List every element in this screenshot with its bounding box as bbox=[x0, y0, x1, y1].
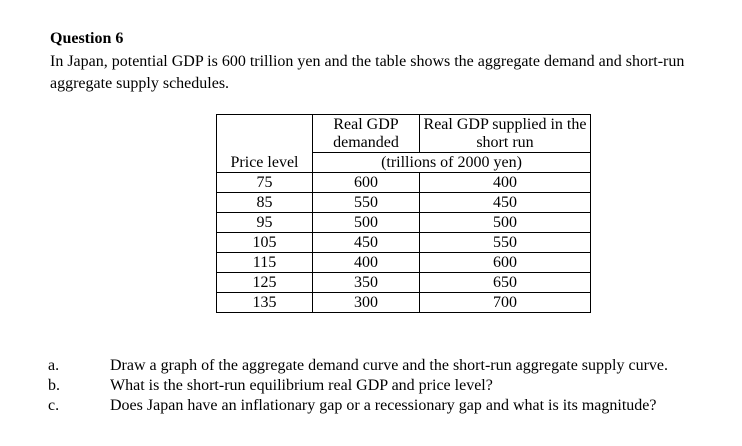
question-text: Does Japan have an inflationary gap or a… bbox=[110, 397, 657, 414]
sub-questions-list: a. Draw a graph of the aggregate demand … bbox=[48, 356, 668, 416]
price-cell: 115 bbox=[216, 252, 313, 273]
supply-cell: 500 bbox=[419, 212, 591, 233]
question-letter: b. bbox=[48, 377, 60, 394]
table-row: 125 350 650 bbox=[216, 272, 591, 293]
ad-as-schedule-table: Price level Real GDP demanded Real GDP s… bbox=[216, 114, 591, 313]
question-text: Draw a graph of the aggregate demand cur… bbox=[110, 357, 668, 374]
table-row: 75 600 400 bbox=[216, 172, 591, 193]
demand-cell: 350 bbox=[312, 272, 420, 293]
question-heading: Question 6 bbox=[50, 30, 124, 47]
supply-cell: 650 bbox=[419, 272, 591, 293]
question-letter: a. bbox=[48, 357, 60, 374]
table-row: 85 550 450 bbox=[216, 192, 591, 213]
question-item-c: c. Does Japan have an inflationary gap o… bbox=[48, 396, 668, 416]
supply-header: Real GDP supplied in the short run bbox=[419, 114, 591, 153]
unit-header: (trillions of 2000 yen) bbox=[312, 152, 591, 173]
supply-cell: 400 bbox=[419, 172, 591, 193]
price-cell: 125 bbox=[216, 272, 313, 293]
supply-cell: 600 bbox=[419, 252, 591, 273]
demand-header: Real GDP demanded bbox=[312, 114, 420, 153]
price-cell: 105 bbox=[216, 232, 313, 253]
question-text: What is the short-run equilibrium real G… bbox=[110, 377, 493, 394]
demand-cell: 550 bbox=[312, 192, 420, 213]
table-row: 115 400 600 bbox=[216, 252, 591, 273]
price-level-header: Price level bbox=[216, 114, 313, 173]
intro-paragraph: In Japan, potential GDP is 600 trillion … bbox=[50, 51, 720, 95]
intro-line-1: In Japan, potential GDP is 600 trillion … bbox=[50, 53, 685, 70]
demand-cell: 450 bbox=[312, 232, 420, 253]
price-cell: 95 bbox=[216, 212, 313, 233]
question-letter: c. bbox=[48, 397, 60, 414]
question-item-b: b. What is the short-run equilibrium rea… bbox=[48, 376, 668, 396]
table-row: 105 450 550 bbox=[216, 232, 591, 253]
demand-cell: 300 bbox=[312, 292, 420, 313]
price-cell: 135 bbox=[216, 292, 313, 313]
supply-cell: 450 bbox=[419, 192, 591, 213]
supply-cell: 700 bbox=[419, 292, 591, 313]
demand-cell: 500 bbox=[312, 212, 420, 233]
demand-cell: 600 bbox=[312, 172, 420, 193]
table-row: 95 500 500 bbox=[216, 212, 591, 233]
price-cell: 85 bbox=[216, 192, 313, 213]
demand-cell: 400 bbox=[312, 252, 420, 273]
supply-cell: 550 bbox=[419, 232, 591, 253]
table-row: 135 300 700 bbox=[216, 292, 591, 313]
price-cell: 75 bbox=[216, 172, 313, 193]
intro-line-2: aggregate supply schedules. bbox=[50, 75, 230, 92]
table-header-row-top: Price level Real GDP demanded Real GDP s… bbox=[216, 114, 591, 173]
question-item-a: a. Draw a graph of the aggregate demand … bbox=[48, 356, 668, 376]
